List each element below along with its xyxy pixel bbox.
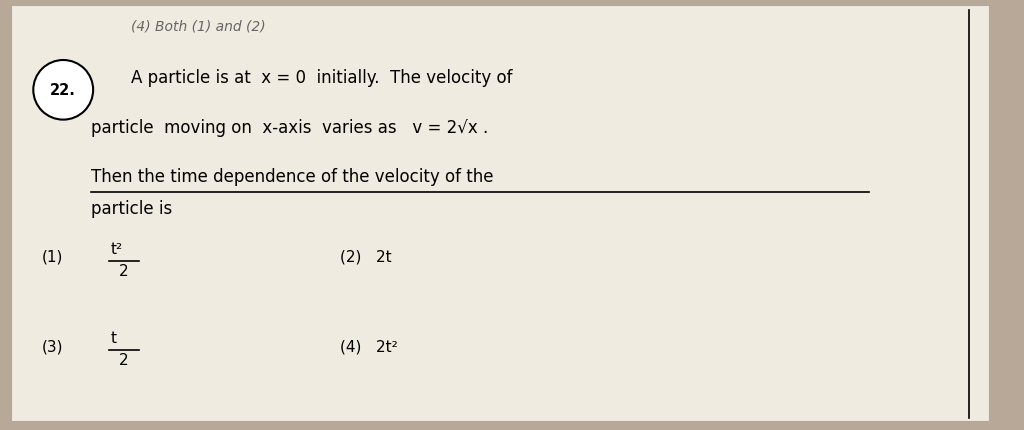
- Circle shape: [34, 61, 93, 120]
- Text: (3): (3): [41, 338, 62, 353]
- Text: 22.: 22.: [50, 83, 76, 98]
- Text: t: t: [111, 331, 117, 345]
- Text: (2)   2t: (2) 2t: [340, 249, 392, 264]
- Text: 2: 2: [119, 352, 129, 367]
- Text: (4)   2t²: (4) 2t²: [340, 338, 398, 353]
- Text: particle  moving on  x-axis  varies as   v = 2√x .: particle moving on x-axis varies as v = …: [91, 118, 488, 136]
- Text: particle is: particle is: [91, 200, 172, 218]
- Text: Then the time dependence of the velocity of the: Then the time dependence of the velocity…: [91, 168, 494, 186]
- Text: (4) Both (1) and (2): (4) Both (1) and (2): [131, 19, 265, 33]
- FancyBboxPatch shape: [11, 6, 989, 421]
- Text: (1): (1): [41, 249, 62, 264]
- Text: A particle is at  x = 0  initially.  The velocity of: A particle is at x = 0 initially. The ve…: [131, 69, 513, 87]
- Text: t²: t²: [111, 241, 123, 256]
- Text: 2: 2: [119, 263, 129, 278]
